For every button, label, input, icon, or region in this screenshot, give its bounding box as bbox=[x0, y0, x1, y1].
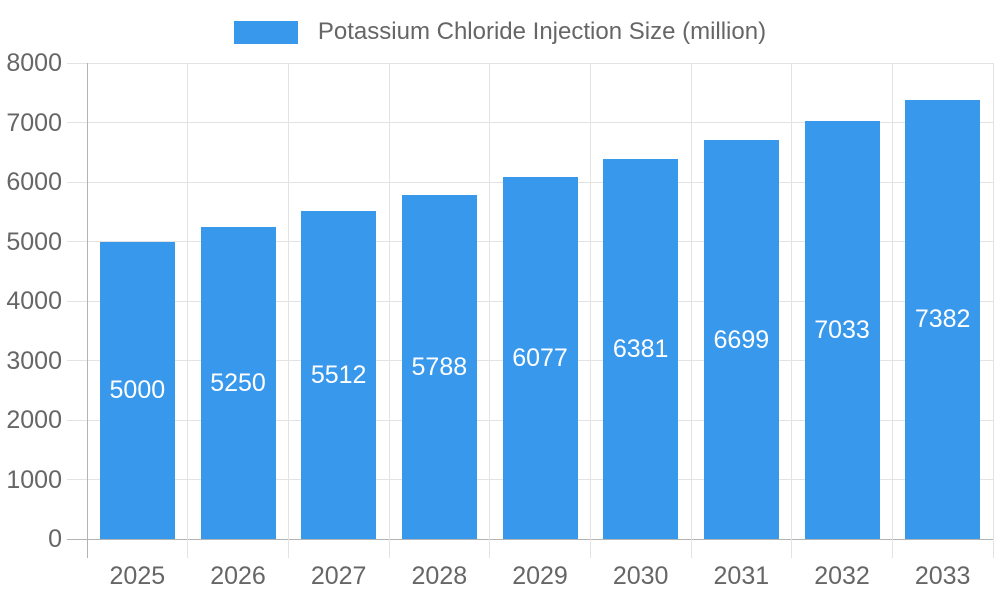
bar[interactable] bbox=[905, 99, 981, 539]
x-axis-tick-label: 2033 bbox=[914, 562, 971, 590]
bar[interactable] bbox=[301, 211, 377, 539]
bar[interactable] bbox=[703, 140, 779, 539]
x-axis-tick-label: 2027 bbox=[310, 562, 367, 590]
x-axis-tick-label: 2028 bbox=[411, 562, 468, 590]
bar[interactable] bbox=[200, 226, 276, 539]
bar[interactable] bbox=[502, 177, 578, 539]
gridline-vertical bbox=[589, 63, 591, 558]
x-axis-tick-label: 2025 bbox=[109, 562, 166, 590]
gridline-vertical bbox=[489, 63, 491, 558]
x-axis-baseline bbox=[67, 538, 993, 540]
bar[interactable] bbox=[603, 159, 679, 539]
bar-value-label: 7382 bbox=[914, 305, 971, 334]
bar-value-label: 7033 bbox=[814, 315, 870, 344]
gridline-vertical bbox=[690, 63, 692, 558]
bar-value-label: 5000 bbox=[109, 376, 166, 405]
bar[interactable] bbox=[401, 194, 477, 539]
y-axis-tick-label: 3000 bbox=[6, 346, 62, 375]
legend-label: Potassium Chloride Injection Size (milli… bbox=[317, 18, 767, 45]
bar[interactable] bbox=[99, 241, 175, 539]
bar-value-label: 5512 bbox=[310, 361, 367, 390]
x-axis-tick-label: 2032 bbox=[814, 562, 870, 590]
gridline-vertical bbox=[891, 63, 893, 558]
gridline-vertical bbox=[287, 63, 289, 558]
gridline-vertical bbox=[388, 63, 390, 558]
gridline-vertical bbox=[791, 63, 793, 558]
gridline-vertical bbox=[187, 63, 189, 558]
y-axis-line bbox=[86, 63, 88, 558]
bar-value-label: 6699 bbox=[713, 325, 770, 354]
y-axis-tick-label: 1000 bbox=[6, 465, 62, 494]
y-axis-tick-label: 5000 bbox=[6, 227, 62, 256]
gridline-horizontal bbox=[67, 62, 993, 64]
y-axis-tick-label: 8000 bbox=[6, 49, 62, 77]
gridline-vertical bbox=[992, 63, 994, 558]
x-axis-tick-label: 2031 bbox=[713, 562, 770, 590]
x-axis-tick-label: 2029 bbox=[512, 562, 568, 590]
bar-value-label: 6381 bbox=[612, 335, 669, 364]
bar-value-label: 5250 bbox=[210, 368, 266, 397]
x-axis-tick-label: 2026 bbox=[210, 562, 266, 590]
y-axis-tick-label: 4000 bbox=[6, 287, 62, 315]
gridline-horizontal bbox=[67, 122, 993, 123]
x-axis-tick-label: 2030 bbox=[612, 562, 669, 590]
bar-value-label: 5788 bbox=[411, 352, 468, 381]
bar[interactable] bbox=[804, 120, 880, 539]
legend-color-swatch bbox=[233, 20, 298, 44]
y-axis-tick-label: 7000 bbox=[6, 108, 62, 137]
y-axis-tick-label: 2000 bbox=[6, 406, 62, 434]
y-axis-tick-label: 6000 bbox=[6, 168, 62, 196]
bar-value-label: 6077 bbox=[512, 344, 568, 373]
legend[interactable]: Potassium Chloride Injection Size (milli… bbox=[0, 14, 1000, 50]
y-axis-tick-label: 0 bbox=[48, 525, 62, 553]
